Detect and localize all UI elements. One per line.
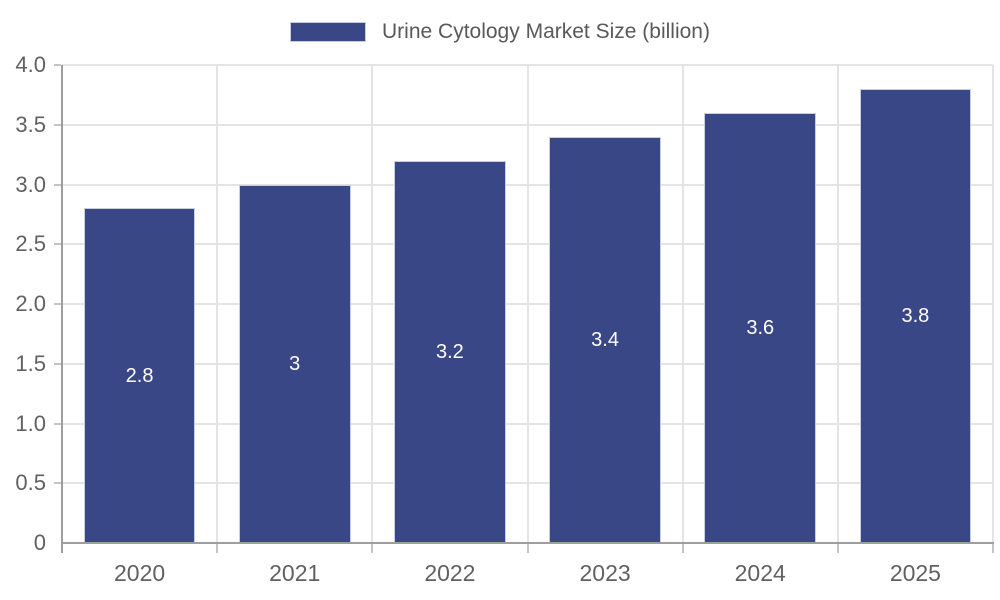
x-axis-line [62,542,994,544]
y-tick-label: 1.0 [15,410,46,436]
x-tick-label: 2022 [424,560,476,586]
bar-value-label: 3.4 [591,329,619,352]
y-tick-label: 2.5 [15,231,46,257]
y-tick-mark [54,422,61,425]
bar: 3.6 [704,112,817,543]
y-tick-mark [54,243,61,246]
y-tick-mark [54,362,61,365]
legend: Urine Cytology Market Size (billion) [0,18,1000,46]
gridline-vertical [992,65,994,543]
x-tick-label: 2025 [889,560,941,586]
gridline-vertical [371,65,374,543]
y-tick-mark [54,303,61,305]
gridline-vertical [526,65,529,543]
y-tick-label: 2.0 [15,291,46,316]
y-axis-line [61,65,63,553]
plot-area: 2.8 3 3.2 3.4 3.6 3.8 [62,64,994,543]
y-tick-mark [54,123,61,126]
legend-swatch [290,22,367,42]
y-tick-label: 0 [33,530,46,555]
x-tick-mark [526,544,529,553]
x-tick-label: 2021 [269,560,321,586]
x-tick-label: 2024 [734,560,786,586]
bar-value-label: 3.6 [746,317,775,340]
y-tick-mark [54,183,61,186]
legend-label: Urine Cytology Market Size (billion) [382,20,710,43]
bar-value-label: 2.8 [125,365,154,388]
gridline-vertical [216,65,219,543]
bar: 2.8 [83,208,196,543]
y-tick-label: 1.5 [15,350,46,376]
y-tick-label: 0.5 [15,470,46,496]
gridline-vertical [681,65,684,543]
bar-value-label: 3 [289,353,301,376]
bar: 3 [238,184,351,543]
y-tick-label: 3.0 [15,171,46,197]
x-tick-mark [371,544,374,553]
gridline-vertical [836,65,839,543]
bar: 3.2 [394,160,506,543]
x-tick-mark [216,544,219,553]
bar: 3.8 [859,88,972,543]
x-tick-mark [992,544,994,553]
x-tick-label: 2020 [113,560,166,586]
bar: 3.4 [549,136,661,543]
x-tick-mark [836,544,839,553]
x-tick-mark [681,544,684,553]
bar-value-label: 3.8 [901,305,930,328]
bar-value-label: 3.2 [436,341,464,364]
y-tick-label: 4.0 [15,52,46,77]
y-tick-mark [54,482,61,485]
y-tick-mark [54,64,61,66]
y-tick-label: 3.5 [15,111,46,137]
x-tick-label: 2023 [579,560,631,586]
